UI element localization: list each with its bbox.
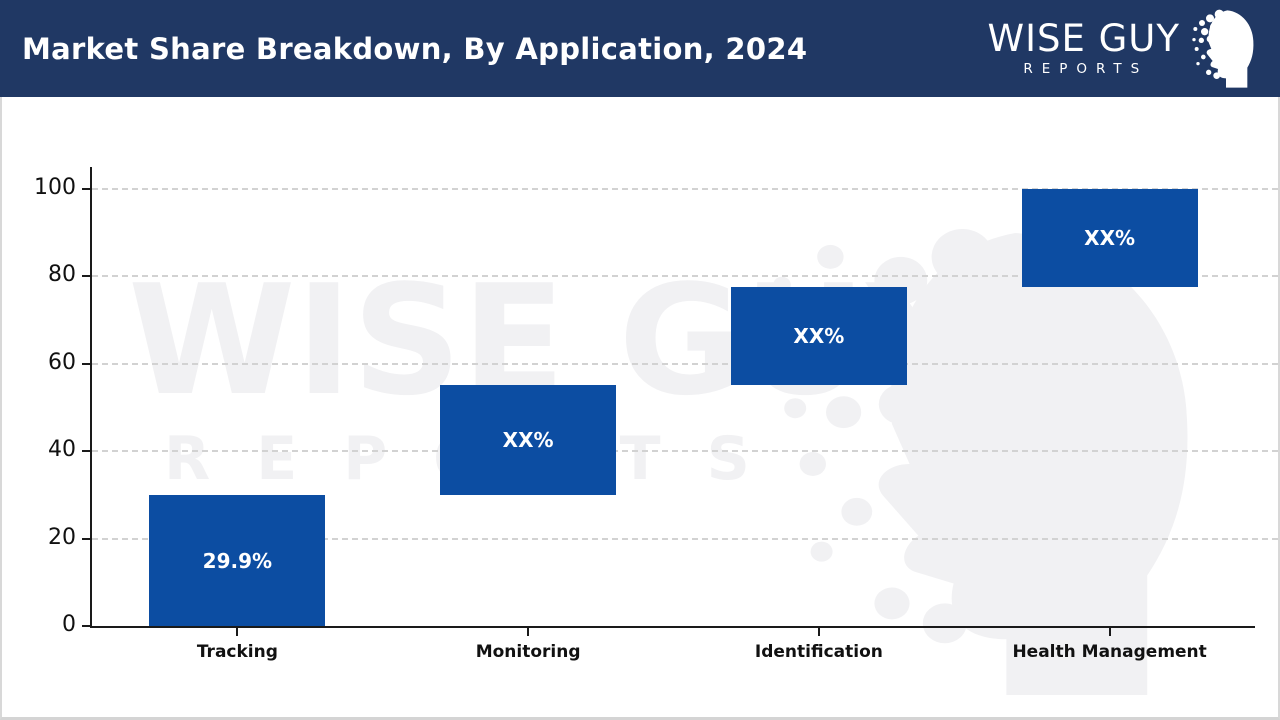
y-tick-label: 0 [62,612,76,637]
bar-tracking: 29.9% [149,495,326,626]
category-label-1: Tracking [196,642,278,662]
y-tick-mark [82,362,92,365]
page-title: Market Share Breakdown, By Application, … [22,31,808,66]
gridline-60 [92,362,1278,365]
gridline-40 [92,450,1278,452]
chart-canvas: WISE GUY REPORTS 02040608010029.9%Tracki… [0,97,1280,720]
category-label-4: Health Management [1012,642,1207,662]
category-label-3: Identification [754,642,883,662]
logo-subtitle: REPORTS [1023,61,1149,78]
y-axis-line [90,166,92,628]
y-tick-mark [82,625,92,627]
y-tick-mark [82,275,92,277]
y-tick-label: 60 [48,349,76,375]
x-axis-line [90,626,1255,628]
brand-logo: WISE GUY REPORTS [988,9,1258,89]
y-tick-mark [82,450,92,452]
bar-value-label: XX% [793,324,845,349]
x-tick-mark [236,628,239,636]
gridline-20 [92,537,1278,540]
x-tick-mark [1108,628,1111,636]
y-tick-label: 40 [48,437,76,462]
logo-head-icon [1192,9,1254,88]
x-tick-mark [527,628,530,636]
bar-value-label: 29.9% [202,548,273,573]
bar-identification: XX% [730,286,907,386]
bar-health-management: XX% [1021,188,1198,287]
y-tick-label: 20 [48,524,76,550]
bar-value-label: XX% [1084,225,1136,250]
bar-value-label: XX% [502,428,554,453]
x-tick-mark [817,628,820,636]
gridline-100 [92,187,1278,190]
y-tick-mark [82,187,92,190]
y-tick-label: 100 [34,174,76,200]
header-bar: Market Share Breakdown, By Application, … [0,0,1280,97]
category-label-2: Monitoring [475,642,581,662]
logo-wordmark: WISE GUY [987,17,1180,61]
y-tick-label: 80 [48,262,76,287]
gridline-80 [92,275,1278,277]
y-tick-mark [82,537,92,540]
bar-monitoring: XX% [440,385,617,496]
